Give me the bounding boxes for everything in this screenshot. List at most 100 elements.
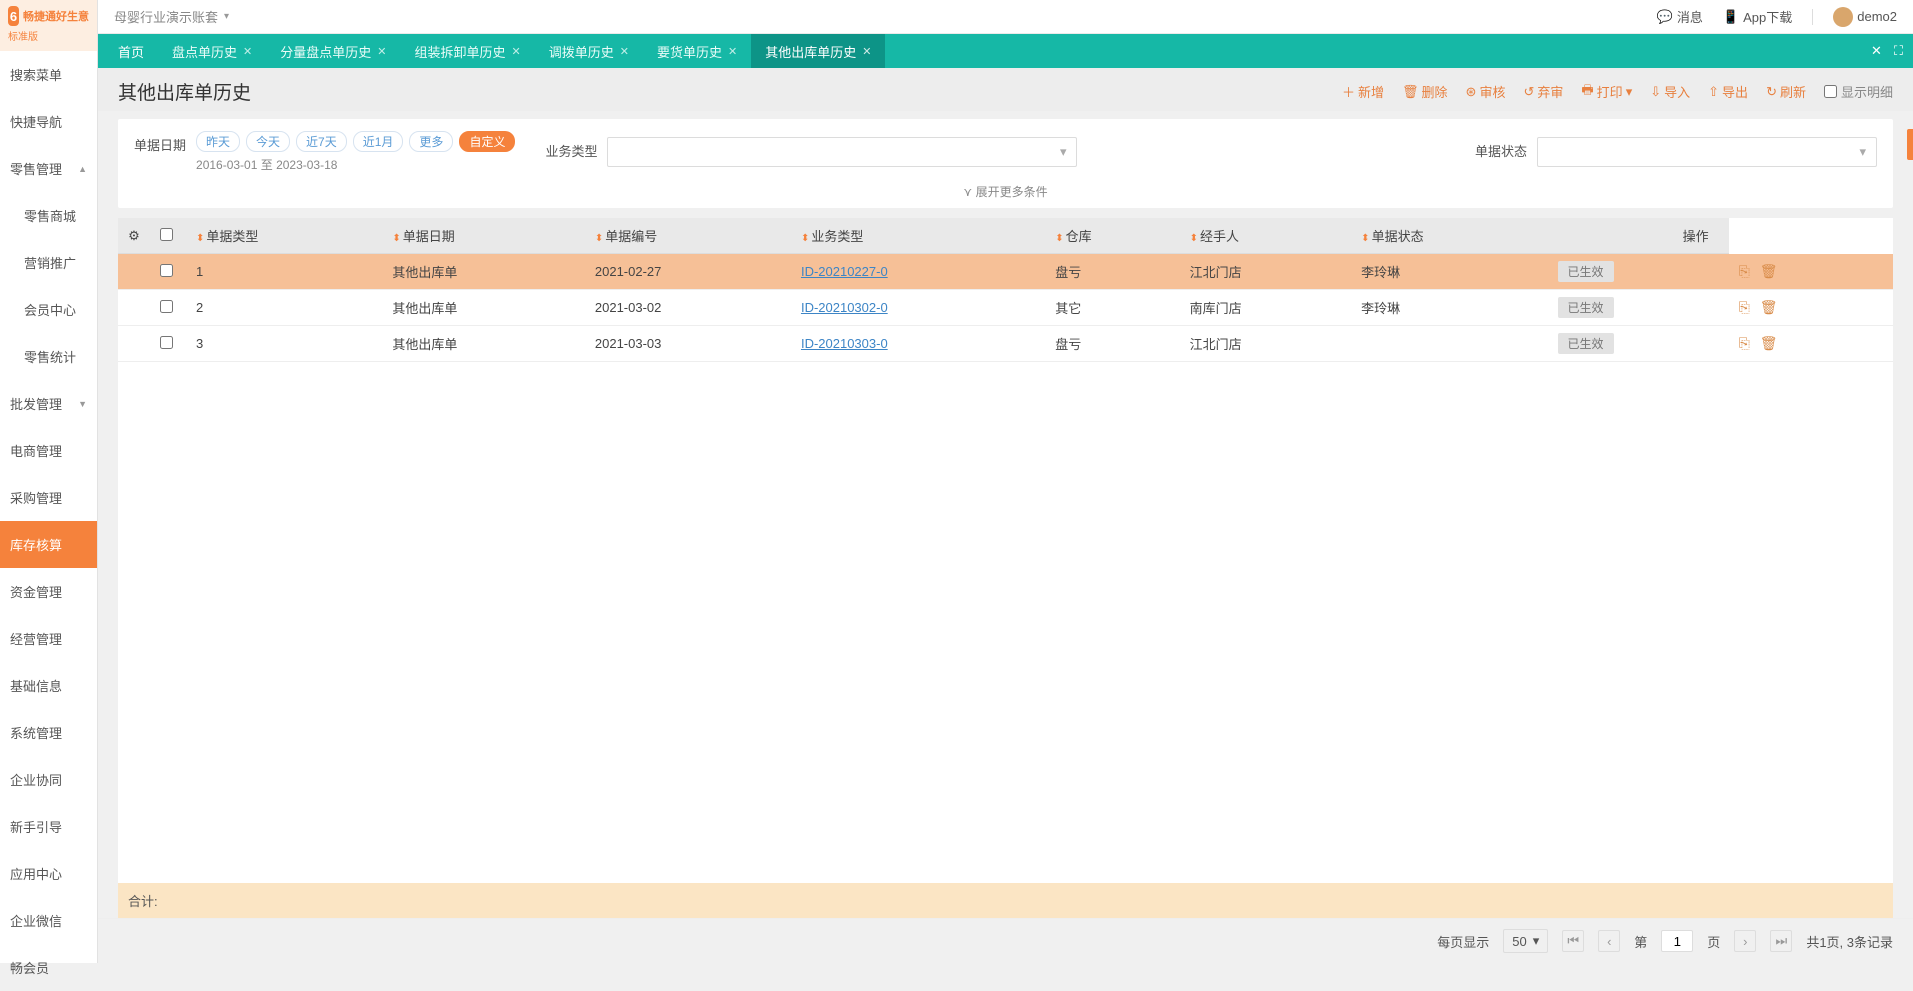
quickdate-yesterday[interactable]: 昨天: [196, 131, 240, 152]
view-detail-icon[interactable]: ⎘: [1739, 263, 1750, 280]
delete-row-icon[interactable]: 🗑: [1760, 263, 1778, 280]
expand-more-conditions[interactable]: ⋎ 展开更多条件: [134, 183, 1877, 200]
print-button[interactable]: 🖶 打印 ▾: [1581, 81, 1632, 103]
table-header-warehouse[interactable]: ⬍ 仓库: [1045, 218, 1179, 254]
unaudit-button[interactable]: ↺ 弃审: [1523, 82, 1563, 101]
avatar[interactable]: [1833, 7, 1853, 27]
close-icon[interactable]: ✕: [377, 45, 386, 58]
sidebar-subitem-0[interactable]: 零售商城: [0, 192, 97, 239]
prev-page-button[interactable]: ‹: [1598, 930, 1620, 952]
sidebar-item-13[interactable]: 畅会员: [0, 944, 97, 991]
next-page-button[interactable]: ›: [1734, 930, 1756, 952]
query-button[interactable]: 查询: [1907, 129, 1913, 160]
doc-number-link[interactable]: ID-20210303-0: [791, 326, 1045, 362]
sidebar-item-8[interactable]: 系统管理: [0, 709, 97, 756]
sidebar-item-11[interactable]: 应用中心: [0, 850, 97, 897]
date-filter-group: 单据日期 昨天 今天 近7天 近1月 更多 自定义 2016-03-01 至 2…: [134, 131, 515, 173]
table-row[interactable]: 2 其他出库单 2021-03-02 ID-20210302-0 其它 南库门店…: [118, 290, 1893, 326]
undo-icon: ↺: [1523, 84, 1534, 100]
sidebar-subitem-1[interactable]: 营销推广: [0, 239, 97, 286]
sidebar-item-7[interactable]: 基础信息: [0, 662, 97, 709]
doc-number-link[interactable]: ID-20210227-0: [791, 254, 1045, 290]
close-icon[interactable]: ✕: [728, 45, 737, 58]
table-header-handler[interactable]: ⬍ 经手人: [1180, 218, 1352, 254]
add-button[interactable]: ＋ 新增: [1342, 82, 1384, 101]
sidebar-item-6[interactable]: 经营管理: [0, 615, 97, 662]
quickdate-custom[interactable]: 自定义: [459, 131, 515, 152]
table-header-status[interactable]: ⬍ 单据状态: [1351, 218, 1547, 254]
tab-item-4[interactable]: 要货单历史 ✕: [643, 34, 751, 68]
export-button[interactable]: ⇧ 导出: [1708, 82, 1748, 101]
sidebar-item-4[interactable]: 库存核算: [0, 521, 97, 568]
messages-button[interactable]: 💬 消息: [1657, 7, 1703, 26]
tab-home[interactable]: 首页: [104, 34, 158, 68]
quickdate-more[interactable]: 更多: [409, 131, 453, 152]
sidebar-item-quicknav[interactable]: 快捷导航: [0, 98, 97, 145]
table-select-all-checkbox[interactable]: [150, 218, 186, 254]
doc-number-link[interactable]: ID-20210302-0: [791, 290, 1045, 326]
quickdate-today[interactable]: 今天: [246, 131, 290, 152]
delete-row-icon[interactable]: 🗑: [1760, 299, 1778, 316]
sidebar-item-10[interactable]: 新手引导: [0, 803, 97, 850]
sidebar-item-search[interactable]: 搜索菜单: [0, 51, 97, 98]
last-page-button[interactable]: ⏭: [1770, 930, 1792, 952]
toolbar: ＋ 新增 🗑 删除 ⊛ 审核 ↺ 弃审: [1342, 81, 1893, 103]
tab-item-0[interactable]: 盘点单历史 ✕: [158, 34, 266, 68]
close-all-icon[interactable]: ✕: [1871, 43, 1882, 59]
filter-panel: 单据日期 昨天 今天 近7天 近1月 更多 自定义 2016-03-01 至 2…: [118, 119, 1893, 208]
close-icon[interactable]: ✕: [620, 45, 629, 58]
show-detail-checkbox[interactable]: 显示明细: [1824, 82, 1893, 101]
user-menu[interactable]: demo2: [1833, 7, 1897, 27]
delete-row-icon[interactable]: 🗑: [1760, 335, 1778, 352]
business-type-select[interactable]: ▾: [607, 137, 1077, 167]
table-column-settings-icon[interactable]: ⚙: [118, 218, 150, 254]
table-row[interactable]: 3 其他出库单 2021-03-03 ID-20210303-0 盘亏 江北门店…: [118, 326, 1893, 362]
account-chevron-icon: ▾: [224, 11, 229, 22]
table-header-biztype[interactable]: ⬍ 业务类型: [791, 218, 1045, 254]
sidebar-item-9[interactable]: 企业协同: [0, 756, 97, 803]
close-icon[interactable]: ✕: [862, 45, 871, 58]
account-selector[interactable]: 母婴行业演示账套 ▾: [114, 7, 229, 26]
sidebar-item-12[interactable]: 企业微信: [0, 897, 97, 944]
import-button[interactable]: ⇩ 导入: [1650, 82, 1690, 101]
sidebar-item-0[interactable]: 零售管理 ▲: [0, 145, 97, 192]
table-header-docdate[interactable]: ⬍ 单据日期: [382, 218, 585, 254]
page-number-input[interactable]: [1661, 930, 1693, 952]
sidebar-item-2[interactable]: 电商管理: [0, 427, 97, 474]
status-select[interactable]: ▾: [1537, 137, 1877, 167]
topbar-actions: 💬 消息 📱 App下载 demo2: [1657, 7, 1897, 27]
app-download-button[interactable]: 📱 App下载: [1723, 7, 1792, 26]
first-page-button[interactable]: ⏮: [1562, 930, 1584, 952]
quickdate-row: 昨天 今天 近7天 近1月 更多 自定义: [196, 131, 515, 152]
delete-button[interactable]: 🗑 删除: [1402, 82, 1448, 101]
view-detail-icon[interactable]: ⎘: [1739, 299, 1750, 316]
data-table: ⚙ ⬍ 单据类型 ⬍ 单据日期 ⬍ 单据编号 ⬍ 业务类型 ⬍ 仓库 ⬍ 经手人 ⬍ 单据状态…: [118, 218, 1893, 362]
quickdate-1month[interactable]: 近1月: [353, 131, 404, 152]
quickdate-7days[interactable]: 近7天: [296, 131, 347, 152]
brand-badge-icon: 6: [8, 6, 19, 26]
table-header-doctype[interactable]: ⬍ 单据类型: [186, 218, 382, 254]
tab-item-1[interactable]: 分量盘点单历史 ✕: [266, 34, 400, 68]
refresh-button[interactable]: ↻ 刷新: [1766, 82, 1806, 101]
table-header-docnumber[interactable]: ⬍ 单据编号: [585, 218, 791, 254]
close-icon[interactable]: ✕: [243, 45, 252, 58]
sidebar-item-3[interactable]: 采购管理: [0, 474, 97, 521]
brand-logo: 6 畅捷通好生意 标准版: [0, 0, 97, 51]
sidebar-item-1[interactable]: 批发管理 ▼: [0, 380, 97, 427]
status-chevron-icon: ▾: [1859, 144, 1866, 160]
sidebar-subitem-3[interactable]: 零售统计: [0, 333, 97, 380]
sidebar-item-5[interactable]: 资金管理: [0, 568, 97, 615]
tab-item-5[interactable]: 其他出库单历史 ✕: [751, 34, 885, 68]
fullscreen-icon[interactable]: ⛶: [1894, 43, 1903, 59]
message-icon: 💬: [1657, 9, 1673, 25]
close-icon[interactable]: ✕: [512, 45, 521, 58]
table-body: 1 其他出库单 2021-02-27 ID-20210227-0 盘亏 江北门店…: [118, 254, 1893, 362]
audit-button[interactable]: ⊛ 审核: [1466, 82, 1506, 101]
status-filter-group: 单据状态 ▾: [1475, 137, 1877, 167]
view-detail-icon[interactable]: ⎘: [1739, 335, 1750, 352]
tab-item-2[interactable]: 组装拆卸单历史 ✕: [400, 34, 534, 68]
page-size-select[interactable]: 50 ▾: [1503, 929, 1548, 953]
tab-item-3[interactable]: 调拨单历史 ✕: [535, 34, 643, 68]
sidebar-subitem-2[interactable]: 会员中心: [0, 286, 97, 333]
table-row[interactable]: 1 其他出库单 2021-02-27 ID-20210227-0 盘亏 江北门店…: [118, 254, 1893, 290]
